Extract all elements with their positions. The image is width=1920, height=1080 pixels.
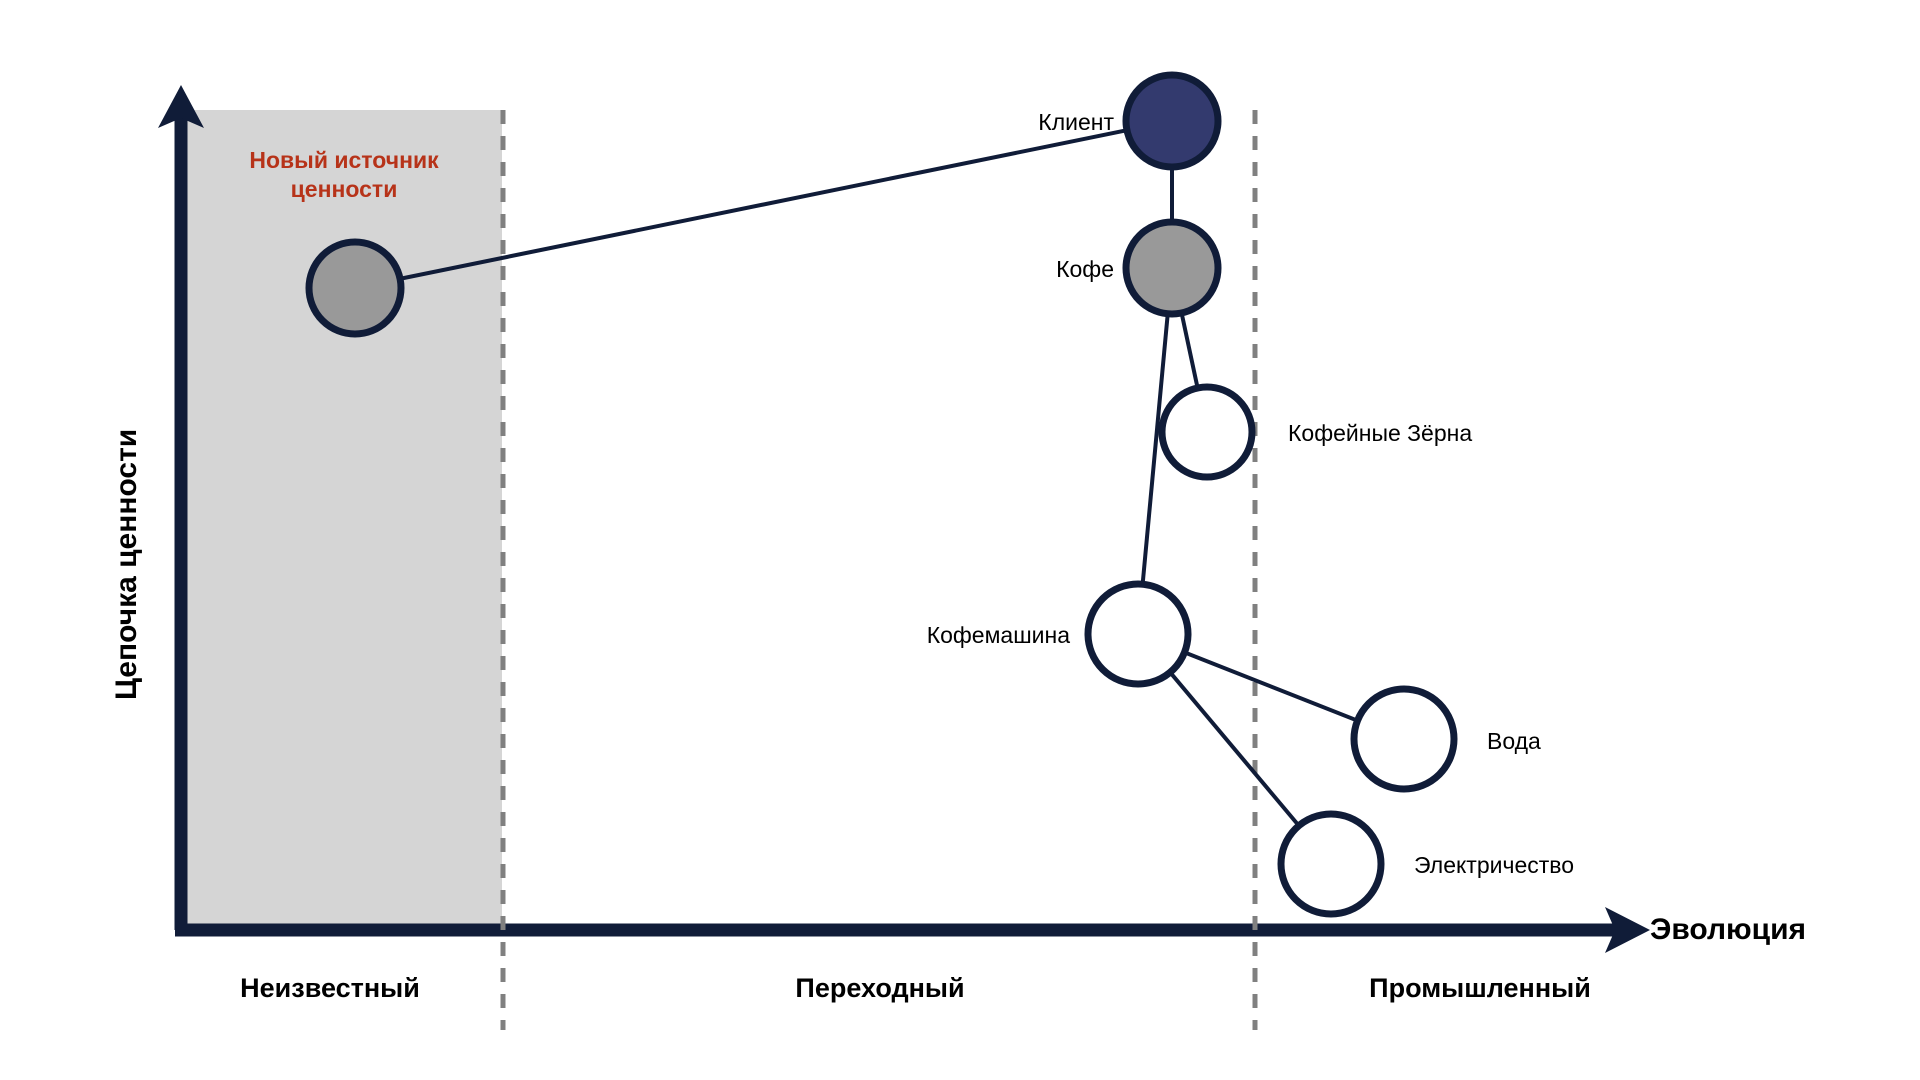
annotation-new-value-source: Новый источник ценности xyxy=(249,147,439,202)
x-axis-title: Эволюция xyxy=(1650,913,1807,946)
edge-group xyxy=(354,119,1405,866)
stage-label-unknown: Неизвестный xyxy=(240,973,420,1003)
y-axis-title: Цепочка ценности xyxy=(110,428,143,700)
edge-coffee-machine xyxy=(1136,267,1174,635)
node-label-machine: Кофемашина xyxy=(926,622,1070,648)
node-label-client: Клиент xyxy=(1038,109,1114,135)
edge-client-unknown xyxy=(354,119,1173,290)
node-beans[interactable] xyxy=(1158,383,1256,481)
node-electricity[interactable] xyxy=(1277,810,1385,918)
node-client[interactable] xyxy=(1122,71,1222,171)
node-group xyxy=(305,71,1458,918)
node-unknown[interactable] xyxy=(305,238,405,338)
node-machine[interactable] xyxy=(1084,580,1192,688)
node-coffee[interactable] xyxy=(1122,218,1222,318)
x-axis-arrowhead xyxy=(1605,907,1650,953)
y-axis-arrowhead xyxy=(158,85,204,128)
shaded-region xyxy=(186,110,502,930)
node-label-water: Вода xyxy=(1487,728,1541,754)
node-water[interactable] xyxy=(1350,685,1458,793)
node-label-beans: Кофейные Зёрна xyxy=(1288,420,1473,446)
node-label-electricity: Электричество xyxy=(1414,852,1575,878)
stage-label-transitional: Переходный xyxy=(795,973,965,1003)
node-label-coffee: Кофе xyxy=(1056,256,1114,282)
stage-label-industrial: Промышленный xyxy=(1369,973,1591,1003)
